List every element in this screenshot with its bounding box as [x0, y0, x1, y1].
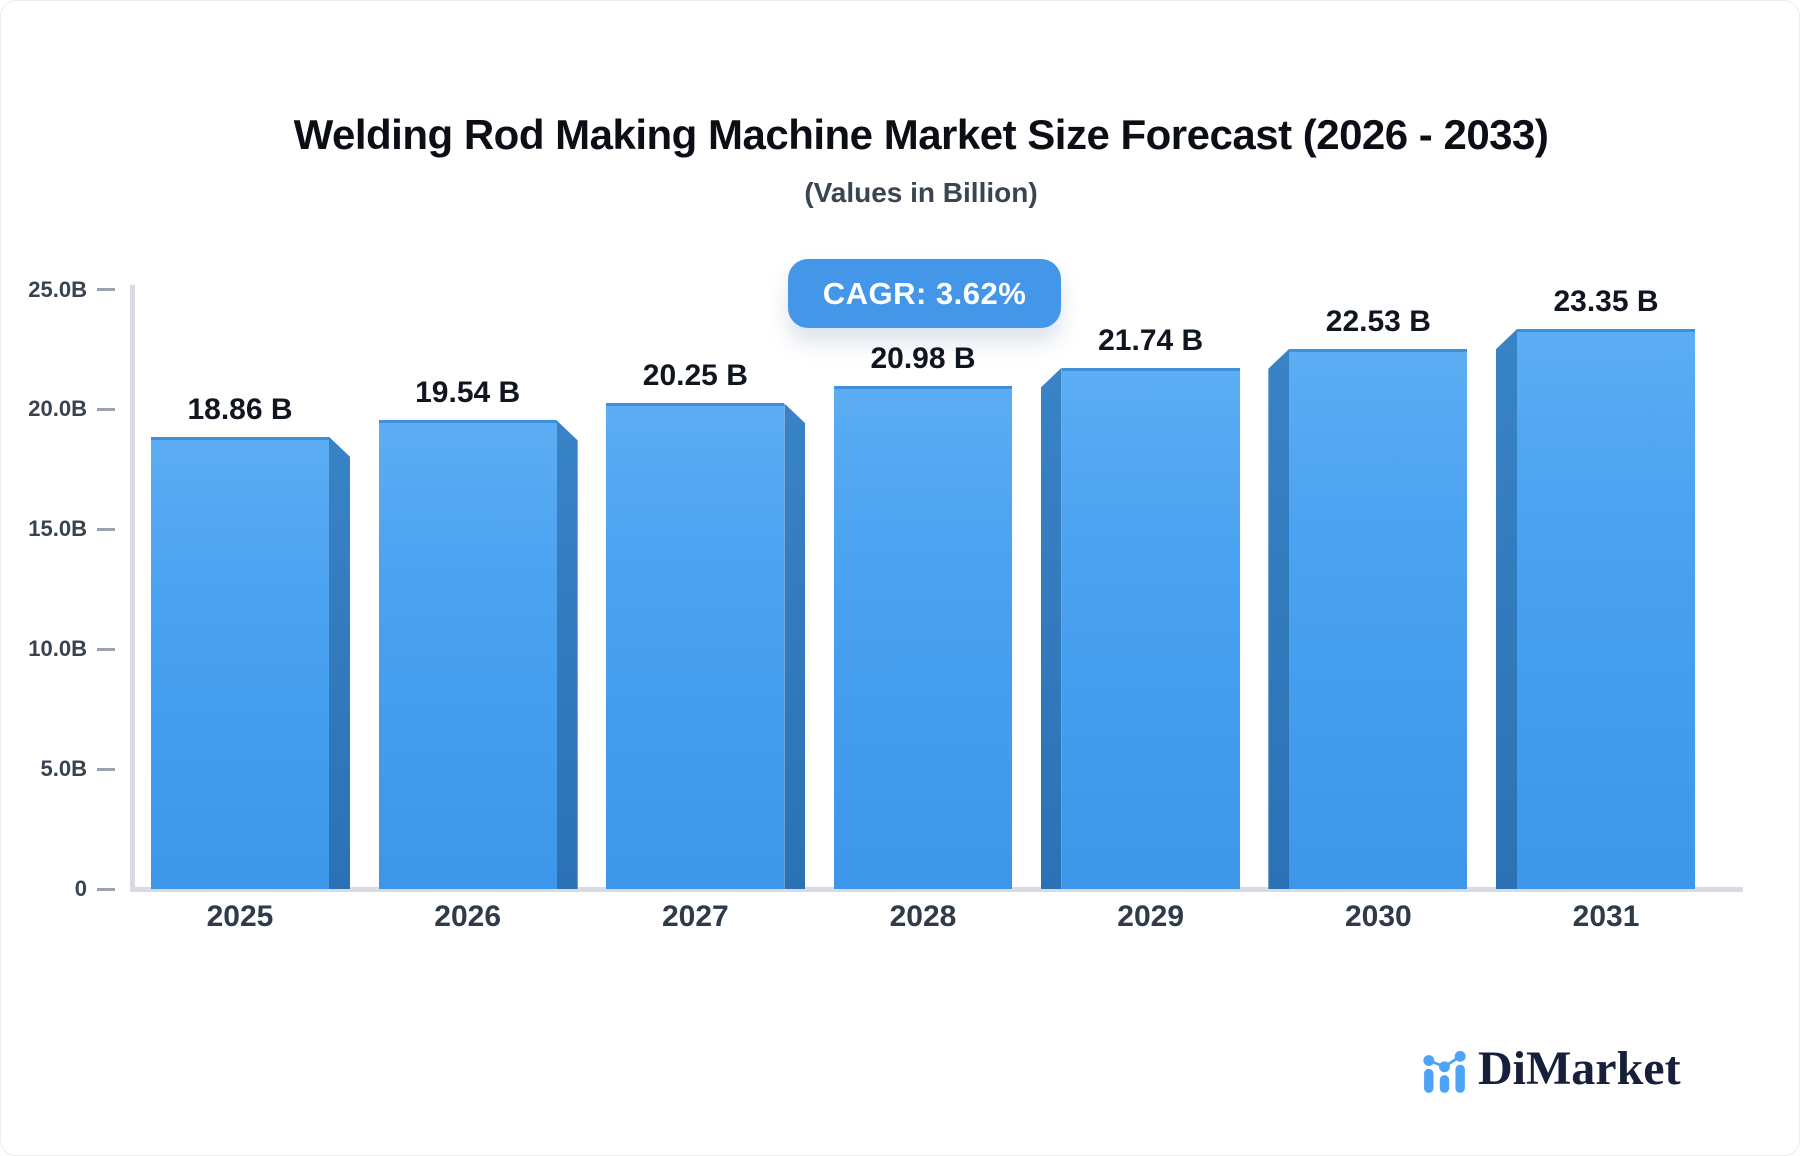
bar-value-label: 18.86 B: [187, 392, 293, 426]
x-axis-baseline: [130, 887, 1743, 892]
y-axis-tick: [97, 407, 115, 411]
chart-subtitle: (Values in Billion): [804, 177, 1038, 208]
y-axis-tick-label: 10.0B: [28, 636, 87, 662]
cagr-badge: CAGR: 3.62%: [788, 259, 1061, 328]
bar-value-label: 23.35 B: [1553, 285, 1659, 319]
x-axis-label-2025: 2025: [206, 900, 274, 933]
bar-side-face-2025: [329, 436, 350, 889]
bar-2027[interactable]: [606, 403, 785, 889]
bar-2028[interactable]: [834, 385, 1012, 889]
bar-side-face-2031: [1496, 329, 1518, 889]
x-axis-label-2030: 2030: [1344, 900, 1412, 933]
y-axis-tick-label: 0: [74, 876, 87, 901]
y-axis-tick: [97, 887, 115, 891]
y-axis-tick: [97, 527, 115, 531]
cagr-badge-label: CAGR: 3.62%: [822, 275, 1027, 311]
x-axis-label-2029: 2029: [1117, 900, 1185, 933]
bar-value-label: 19.54 B: [415, 376, 521, 410]
bar-2025[interactable]: [151, 436, 329, 889]
bar-2026[interactable]: [378, 420, 557, 889]
bar-side-face-2027: [784, 403, 806, 889]
bar-side-face-2026: [556, 420, 578, 889]
bar-chart-trend-icon: [1423, 1051, 1466, 1093]
bar-value-label: 21.74 B: [1098, 323, 1204, 357]
y-axis-tick: [97, 647, 115, 651]
bar-2029[interactable]: [1061, 367, 1240, 889]
bar-2030[interactable]: [1289, 348, 1468, 889]
y-axis-tick-label: 25.0B: [28, 276, 87, 302]
bar-value-label: 22.53 B: [1325, 304, 1431, 338]
y-axis-tick-label: 5.0B: [40, 756, 87, 782]
brand-logo: DiMarket: [1422, 1045, 1681, 1093]
bar-side-face-2030: [1268, 348, 1290, 889]
x-axis-label-2031: 2031: [1572, 900, 1640, 933]
y-axis-tick-label: 15.0B: [28, 516, 87, 542]
bar-2031[interactable]: [1517, 329, 1696, 889]
y-axis-tick: [97, 288, 115, 291]
bar-side-face-2029: [1040, 367, 1062, 889]
y-axis-tick: [97, 767, 115, 771]
y-axis-tick-label: 20.0B: [28, 396, 87, 422]
x-axis-label-2026: 2026: [434, 900, 502, 933]
chart-title: Welding Rod Making Machine Market Size F…: [293, 111, 1549, 158]
bar-value-label: 20.25 B: [642, 359, 748, 393]
x-axis-label-2028: 2028: [889, 900, 957, 933]
x-axis-label-2027: 2027: [661, 900, 729, 933]
brand-logo-text: DiMarket: [1478, 1042, 1681, 1095]
y-axis-line: [130, 285, 135, 889]
bar-value-label: 20.98 B: [870, 341, 976, 375]
